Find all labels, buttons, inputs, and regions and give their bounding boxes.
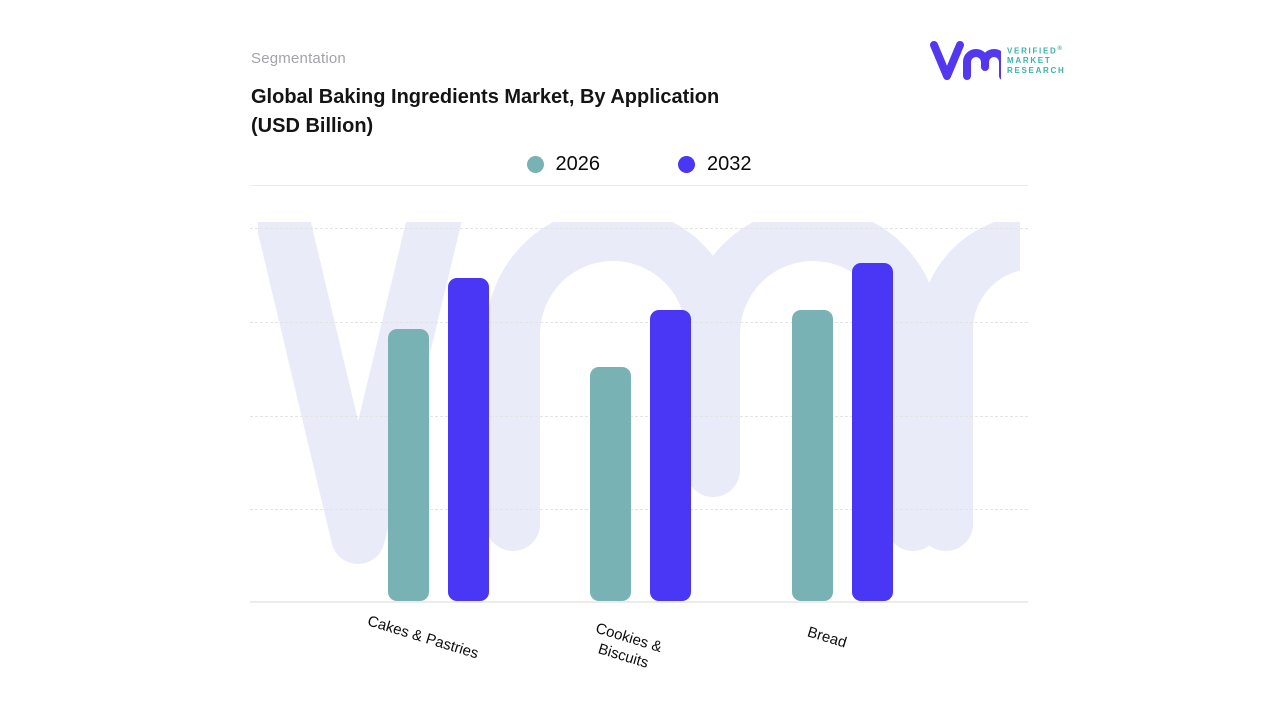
gridline (250, 228, 1028, 229)
bar-2026-bread (791, 310, 833, 601)
legend-label-2026: 2026 (555, 153, 601, 175)
logo-line-verified: VERIFIED® (1007, 45, 1062, 56)
vmr-monogram-icon (930, 41, 1001, 80)
bar-2032-cookies-biscuits (650, 310, 691, 601)
vmr-logo: VERIFIED® MARKET RESEARCH (929, 38, 1066, 82)
legend-dot-2026 (526, 156, 544, 173)
gridline (250, 509, 1028, 511)
x-axis-line (250, 601, 1028, 603)
header-divider (250, 185, 1028, 186)
legend-item-2026: 2026 (526, 153, 601, 176)
eyebrow-label: Segmentation (251, 50, 346, 67)
x-axis-label-bread: Bread (805, 623, 849, 652)
title-line-2: (USD Billion) (251, 115, 374, 137)
plot-area (250, 200, 1028, 603)
legend: 2026 2032 (250, 153, 1028, 176)
legend-dot-2032 (678, 156, 695, 173)
page-title: Global Baking Ingredients Market, By App… (251, 83, 811, 141)
bar-2032-cakes-pastries (447, 278, 489, 601)
bar-2026-cookies-biscuits (590, 367, 631, 601)
logo-line-market: MARKET (1007, 56, 1052, 66)
x-axis-label-cookies-biscuits: Cookies & Biscuits (593, 619, 664, 672)
registered-mark: ® (1057, 45, 1062, 52)
legend-label-2032: 2032 (707, 153, 752, 175)
gridline (250, 321, 1028, 323)
x-axis-label-cakes-pastries: Cakes & Pastries (365, 612, 481, 663)
logo-line-research: RESEARCH (1007, 66, 1066, 76)
gridline (250, 415, 1028, 417)
bar-2032-bread (851, 263, 893, 601)
logo-wordmark: VERIFIED® MARKET RESEARCH (1007, 44, 1066, 77)
legend-item-2032: 2032 (678, 153, 752, 176)
vmr-watermark-icon (258, 222, 1020, 564)
title-line-1: Global Baking Ingredients Market, By App… (251, 86, 720, 108)
bar-2026-cakes-pastries (387, 329, 429, 601)
